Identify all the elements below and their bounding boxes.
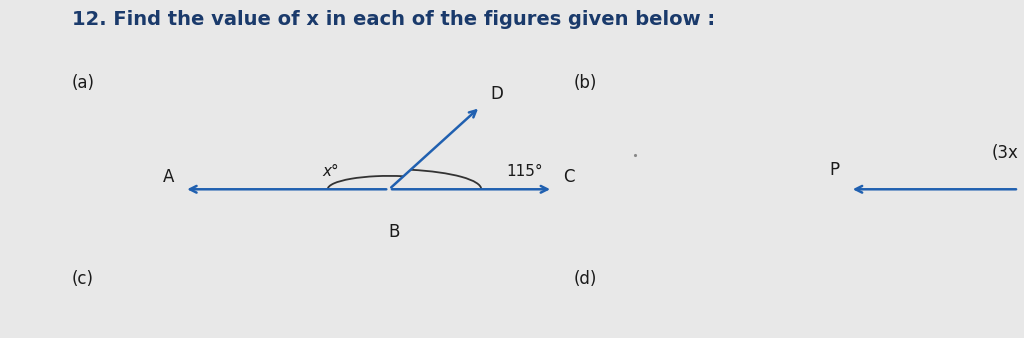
Text: P: P xyxy=(829,161,840,179)
Text: C: C xyxy=(563,168,574,186)
Text: x°: x° xyxy=(323,164,339,178)
Text: (b): (b) xyxy=(573,74,597,92)
Text: 115°: 115° xyxy=(507,164,543,179)
Text: D: D xyxy=(490,85,503,103)
Text: (c): (c) xyxy=(72,270,93,288)
Text: 12. Find the value of x in each of the figures given below :: 12. Find the value of x in each of the f… xyxy=(72,10,715,29)
Text: (d): (d) xyxy=(573,270,597,288)
Text: B: B xyxy=(388,223,400,241)
Text: (3x: (3x xyxy=(992,144,1019,162)
Text: (a): (a) xyxy=(72,74,94,92)
Text: A: A xyxy=(163,168,174,186)
